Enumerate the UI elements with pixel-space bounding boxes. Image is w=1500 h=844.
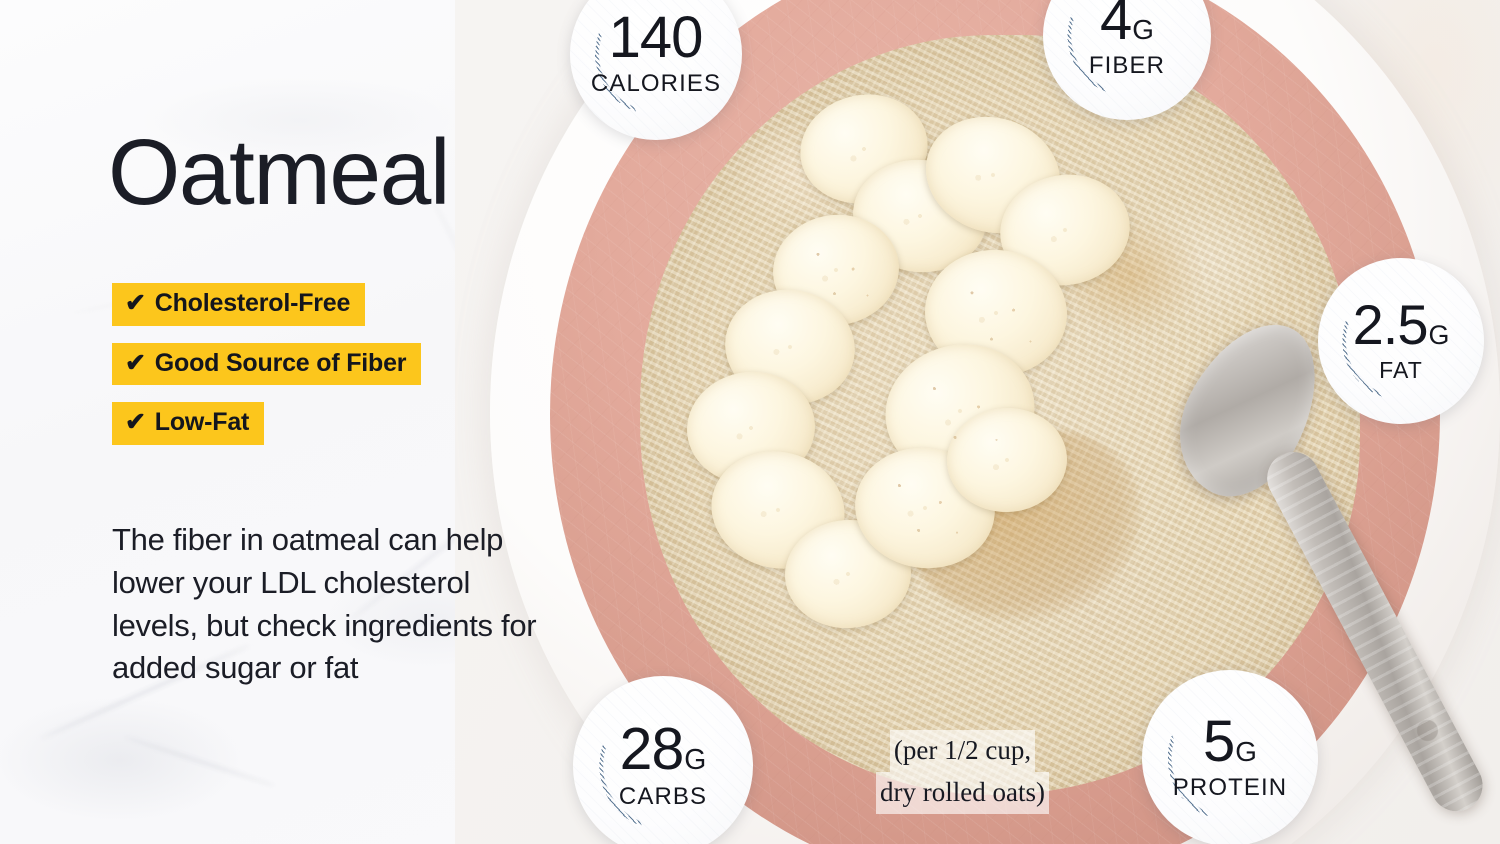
benefit-tag-row: ✔ Good Source of Fiber xyxy=(112,342,422,403)
badge-unit: G xyxy=(1235,735,1257,767)
benefit-tag-label: Good Source of Fiber xyxy=(154,348,407,377)
badge-value: 5 G xyxy=(1203,708,1257,774)
marble-vein xyxy=(123,735,277,788)
badge-label: FAT xyxy=(1379,356,1423,383)
badge-unit: G xyxy=(1132,13,1154,45)
page-title: Oatmeal xyxy=(108,120,450,224)
badge-number: 28 xyxy=(619,716,685,783)
benefit-tag-list: ✔ Cholesterol-Free ✔ Good Source of Fibe… xyxy=(112,283,422,462)
benefit-tag-label: Low-Fat xyxy=(154,408,250,436)
check-icon: ✔ xyxy=(125,289,146,318)
serving-size-caption: (per 1/2 cup, dry rolled oats) xyxy=(855,730,1070,814)
badge-label: PROTEIN xyxy=(1172,774,1288,802)
benefit-tag-cholesterol-free: ✔ Cholesterol-Free xyxy=(112,283,366,326)
check-icon: ✔ xyxy=(125,408,146,437)
badge-number: 2.5 xyxy=(1352,293,1429,357)
check-icon: ✔ xyxy=(125,348,146,377)
nutrition-badge-protein: 5 G PROTEIN xyxy=(1142,670,1318,844)
nutrition-badge-fat: 2.5 G FAT xyxy=(1318,258,1484,424)
badge-value: 28 G xyxy=(619,716,707,783)
benefit-tag-label: Cholesterol-Free xyxy=(154,289,351,317)
benefit-tag-good-source-of-fiber: ✔ Good Source of Fiber xyxy=(112,342,422,385)
badge-unit: G xyxy=(1428,320,1450,351)
serving-line-2: dry rolled oats) xyxy=(876,771,1049,814)
benefit-tag-row: ✔ Cholesterol-Free xyxy=(112,283,421,343)
badge-number: 140 xyxy=(608,4,704,70)
badge-value: 140 xyxy=(608,4,704,70)
badge-value: 4 G xyxy=(1100,0,1154,52)
badge-unit: G xyxy=(684,744,707,777)
badge-number: 5 xyxy=(1203,708,1235,774)
benefit-tag-low-fat: ✔ Low-Fat xyxy=(112,402,265,445)
benefit-tag-row: ✔ Low-Fat xyxy=(112,402,421,462)
badge-number: 4 xyxy=(1100,0,1132,52)
badge-label: CARBS xyxy=(618,782,708,810)
oatmeal-photo xyxy=(455,0,1500,844)
serving-line-1: (per 1/2 cup, xyxy=(889,730,1036,772)
badge-label: CALORIES xyxy=(590,70,722,98)
nutrition-badge-carbs: 28 G CARBS xyxy=(573,676,753,844)
description-text: The fiber in oatmeal can help lower your… xyxy=(112,522,537,686)
badge-label: FIBER xyxy=(1088,52,1166,80)
badge-value: 2.5 G xyxy=(1352,293,1450,357)
